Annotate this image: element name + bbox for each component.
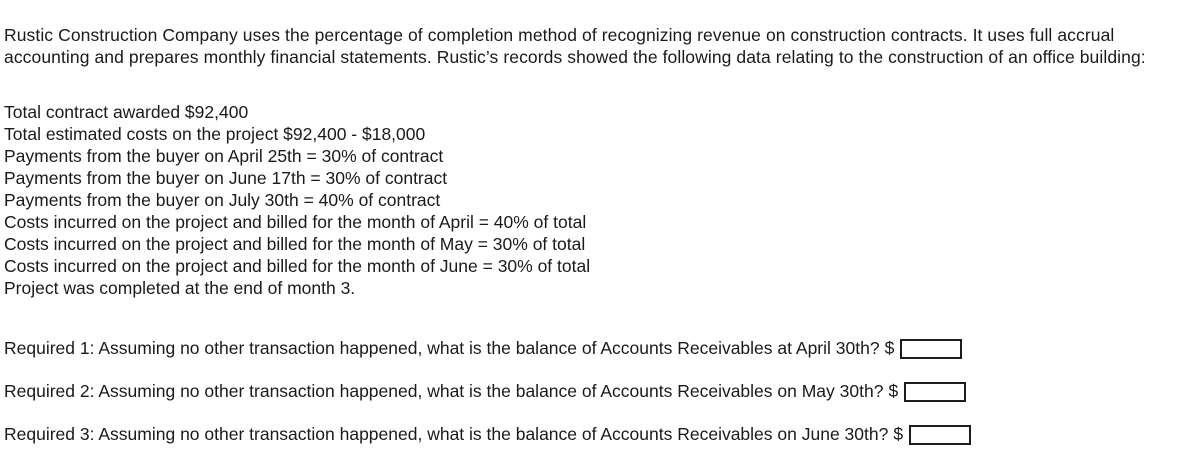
currency-symbol: $ [888,381,899,401]
required-2-question: Required 2: Assuming no other transactio… [4,381,884,401]
fact-item: Payments from the buyer on June 17th = 3… [4,168,448,188]
required-1-question: Required 1: Assuming no other transactio… [4,338,880,358]
project-data-list: Total contract awarded $92,400 Total est… [4,101,1104,299]
fact-item: Project was completed at the end of mont… [4,278,356,298]
fact-item: Payments from the buyer on July 30th = 4… [4,190,441,210]
required-3-question: Required 3: Assuming no other transactio… [4,424,889,444]
required-row-1: Required 1: Assuming no other transactio… [4,337,1196,380]
fact-item: Payments from the buyer on April 25th = … [4,146,444,166]
intro-paragraph: Rustic Construction Company uses the per… [4,24,1146,67]
fact-item: Costs incurred on the project and billed… [4,256,591,276]
answer-input-required-2[interactable] [904,382,967,402]
answer-input-required-3[interactable] [909,425,972,445]
currency-symbol: $ [884,338,895,358]
fact-item: Costs incurred on the project and billed… [4,234,586,254]
currency-symbol: $ [893,424,904,444]
required-questions: Required 1: Assuming no other transactio… [4,337,1196,466]
fact-item: Costs incurred on the project and billed… [4,212,587,232]
fact-item: Total contract awarded $92,400 [4,102,249,122]
required-row-2: Required 2: Assuming no other transactio… [4,380,1196,423]
fact-item: Total estimated costs on the project $92… [4,124,426,144]
required-row-3: Required 3: Assuming no other transactio… [4,423,1196,466]
answer-input-required-1[interactable] [900,339,963,359]
